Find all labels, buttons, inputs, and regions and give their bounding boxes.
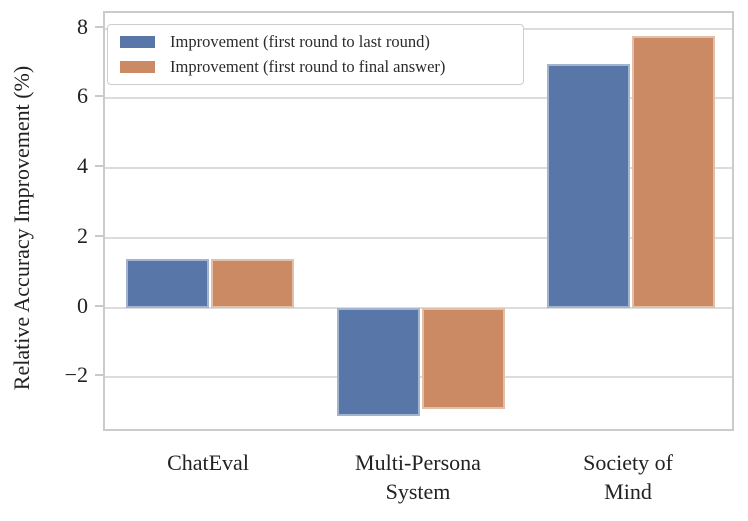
legend: Improvement (first round to last round) …: [107, 24, 524, 85]
bar-chateval-series-1: [211, 258, 295, 308]
legend-label-first-to-final: Improvement (first round to final answer…: [170, 56, 446, 76]
legend-row-first-to-final: Improvement (first round to final answer…: [108, 57, 523, 77]
y-tick-label-8: 8: [77, 13, 88, 39]
legend-row-first-to-last: Improvement (first round to last round): [108, 32, 523, 52]
y-tick-mark-6: [95, 95, 103, 98]
y-tick-mark-−2: [95, 374, 103, 377]
y-tick-mark-4: [95, 165, 103, 168]
y-tick-label-−2: −2: [64, 362, 88, 388]
legend-swatch-orange-icon: [120, 60, 155, 73]
bar-society-of-mind-series-1: [631, 35, 715, 308]
x-tick-label-society-of-mind: Society of Mind: [583, 450, 673, 504]
bar-society-of-mind-series-0: [546, 63, 630, 308]
legend-swatch-blue-icon: [120, 36, 155, 49]
legend-label-first-to-last: Improvement (first round to last round): [170, 32, 430, 52]
y-tick-label-0: 0: [77, 292, 88, 318]
y-tick-mark-0: [95, 304, 103, 307]
bar-multi-persona-series-0: [336, 307, 420, 416]
y-tick-label-6: 6: [77, 83, 88, 109]
gridline-y-4: [105, 167, 732, 170]
y-tick-label-2: 2: [77, 222, 88, 248]
gridline-y-2: [105, 236, 732, 239]
bar-chateval-series-0: [126, 258, 210, 308]
x-tick-label-multi-persona-system: Multi-Persona System: [355, 450, 481, 504]
y-tick-mark-8: [95, 25, 103, 28]
y-tick-mark-2: [95, 234, 103, 237]
y-tick-label-4: 4: [77, 153, 88, 179]
bar-multi-persona-series-1: [421, 307, 505, 409]
x-tick-label-chateval: ChatEval: [167, 450, 249, 475]
gridline-y-6: [105, 97, 732, 100]
